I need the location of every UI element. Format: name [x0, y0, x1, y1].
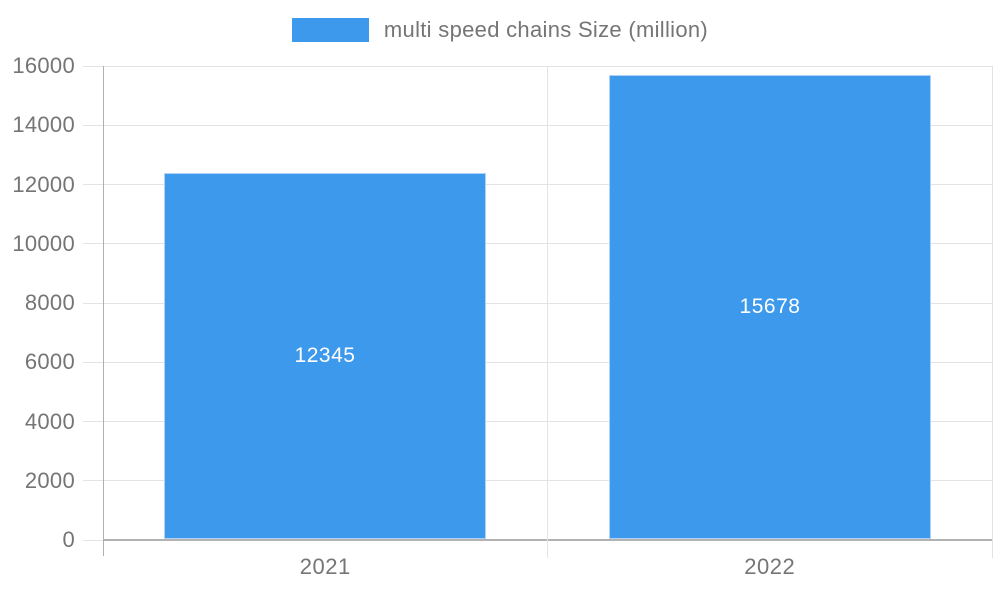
- y-axis-tick-label: 16000: [12, 53, 75, 78]
- y-axis-tick-label: 2000: [24, 467, 75, 493]
- bar-value-label: 15678: [739, 295, 801, 318]
- bar-2021[interactable]: 12345: [164, 173, 486, 539]
- x-axis-category-label: 2021: [299, 554, 351, 579]
- y-axis-tick: [83, 539, 103, 541]
- gridline: [83, 184, 992, 185]
- gridline: [83, 243, 992, 245]
- y-axis-tick-label: 12000: [12, 171, 75, 197]
- gridline: [83, 65, 992, 67]
- y-axis-tick-label: 4000: [24, 408, 75, 434]
- y-axis-tick-label: 8000: [24, 290, 75, 315]
- gridline: [83, 421, 992, 422]
- gridline: [83, 480, 992, 482]
- y-axis-tick-label: 0: [62, 527, 75, 552]
- y-axis-line: [103, 66, 104, 556]
- legend[interactable]: multi speed chains Size (million): [0, 17, 1000, 43]
- bar-value-label: 12345: [294, 344, 356, 367]
- bar-2022[interactable]: 15678: [609, 75, 931, 539]
- gridline: [83, 361, 992, 363]
- y-axis-tick-label: 10000: [12, 230, 75, 256]
- plot-area: 0 2000 4000 6000 8000 10000 12000 14000 16000 123…: [12, 55, 993, 579]
- gridline: [83, 302, 992, 304]
- legend-swatch-icon: [291, 18, 369, 42]
- legend-label: multi speed chains Size (million): [383, 17, 709, 42]
- gridline: [83, 124, 992, 126]
- y-axis-tick-label: 14000: [12, 112, 75, 138]
- category-divider-line: [547, 66, 548, 558]
- plot-right-border: [991, 66, 993, 558]
- x-axis-category-label: 2022: [744, 554, 796, 579]
- y-axis-tick-label: 6000: [24, 349, 75, 375]
